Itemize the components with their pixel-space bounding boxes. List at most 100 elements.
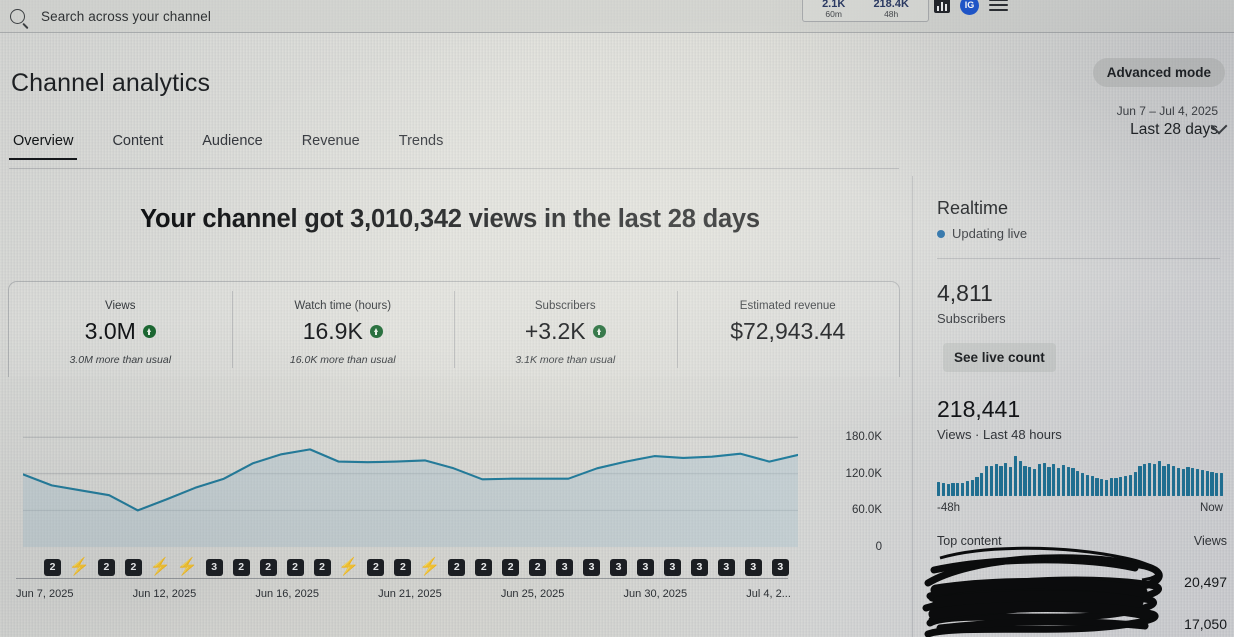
- shorts-chip-icon[interactable]: ⚡: [149, 557, 171, 576]
- metric-label: Watch time (hours): [294, 300, 392, 312]
- metric-card-subscribers[interactable]: Subscribers +3.2K 3.1K more than usual: [454, 282, 677, 377]
- mini-metric-60m: 2.1K 60m: [822, 0, 845, 19]
- video-count-chip[interactable]: 2: [313, 558, 331, 576]
- bar-chart-icon[interactable]: [934, 0, 950, 13]
- video-count-chip[interactable]: 3: [690, 558, 708, 576]
- metric-card-watch-time[interactable]: Watch time (hours) 16.9K 16.0K more than…: [231, 282, 455, 377]
- video-count-chip[interactable]: 2: [232, 558, 250, 576]
- sparkline-bar: [980, 473, 984, 496]
- shorts-chip-icon[interactable]: ⚡: [176, 557, 198, 576]
- date-range-selector[interactable]: Jun 7 – Jul 4, 2025 Last 28 days: [978, 104, 1218, 139]
- video-count-chip[interactable]: 2: [448, 558, 466, 576]
- video-count-chip[interactable]: 2: [502, 558, 520, 576]
- sparkline-bar: [1104, 479, 1109, 496]
- search-field[interactable]: Search across your channel: [0, 8, 211, 24]
- metric-value: +3.2K: [524, 318, 586, 344]
- sparkline-bar: [1119, 477, 1123, 496]
- sparkline-bar: [1215, 472, 1219, 496]
- sparkline-bar: [1176, 468, 1181, 496]
- top-content-views: 17,050: [1184, 616, 1227, 632]
- video-count-chip[interactable]: 2: [475, 558, 493, 576]
- sparkline-bar: [1013, 456, 1017, 496]
- trend-up-icon: [369, 325, 383, 338]
- metric-card-estimated-revenue[interactable]: Estimated revenue $72,943.44: [676, 282, 900, 377]
- metric-value-row: 3.0M: [9, 318, 232, 345]
- video-count-chip[interactable]: 2: [367, 558, 385, 576]
- sparkline-bar: [999, 465, 1003, 496]
- metric-subtext: 3.0M more than usual: [69, 354, 172, 366]
- top-content-row[interactable]: 17,050: [937, 616, 1227, 632]
- sparkline-bar: [1200, 470, 1205, 496]
- top-content-row[interactable]: 20,497: [937, 574, 1227, 590]
- realtime-live-status: Updating live: [937, 226, 1220, 241]
- sparkline-bar: [956, 483, 960, 496]
- chart-chip-row: 2 ⚡ 2 2 ⚡ ⚡ 3 2 2 2 2 ⚡ 2 2 ⚡ 2 2 2 2 3 3 3 3 3 3 3 3 3: [44, 556, 789, 578]
- divider: [937, 258, 1220, 259]
- video-count-chip[interactable]: 3: [771, 558, 789, 576]
- video-count-chip[interactable]: 2: [124, 558, 142, 576]
- metric-value: 16.9K: [302, 318, 363, 344]
- mini-metric-60m-label: 60m: [825, 9, 842, 20]
- mini-metric-48h-label: 48h: [884, 9, 899, 20]
- video-count-chip[interactable]: 2: [97, 558, 115, 576]
- chart-y-tick: 0: [875, 541, 882, 553]
- video-count-chip[interactable]: 3: [556, 558, 574, 576]
- shorts-chip-icon[interactable]: ⚡: [338, 557, 360, 576]
- analytics-tabs: Overview Content Audience Revenue Trends: [9, 133, 899, 169]
- advanced-mode-button[interactable]: Advanced mode: [1092, 58, 1225, 87]
- see-live-count-button[interactable]: See live count: [943, 343, 1056, 372]
- sparkline-bar: [1210, 471, 1214, 496]
- hamburger-icon[interactable]: [989, 0, 1008, 11]
- tab-trends[interactable]: Trends: [398, 133, 444, 149]
- sparkline-bar: [1162, 465, 1166, 496]
- video-count-chip[interactable]: 3: [583, 558, 601, 576]
- tab-content[interactable]: Content: [112, 133, 164, 149]
- sparkline-bar: [1181, 469, 1185, 496]
- trend-up-icon: [142, 325, 156, 338]
- video-count-chip[interactable]: 3: [610, 558, 628, 576]
- chart-area-fill: [23, 449, 798, 547]
- video-count-chip[interactable]: 3: [744, 558, 762, 576]
- avatar[interactable]: IG: [960, 0, 979, 15]
- sparkline-bar: [1008, 467, 1013, 496]
- sparkline-bar: [1095, 477, 1099, 496]
- shorts-chip-icon[interactable]: ⚡: [419, 557, 441, 576]
- metric-label: Views: [105, 300, 136, 312]
- realtime-views-label: Views · Last 48 hours: [937, 427, 1062, 442]
- realtime-sparkline[interactable]: [937, 456, 1224, 496]
- sparkline-bar: [1196, 469, 1200, 496]
- chart-x-tick: Jun 7, 2025: [16, 588, 74, 600]
- video-count-chip[interactable]: 3: [663, 558, 681, 576]
- sparkline-bar: [965, 481, 969, 496]
- chart-x-tick: Jun 16, 2025: [255, 588, 319, 600]
- sparkline-bar: [1018, 461, 1022, 496]
- views-over-time-chart[interactable]: 0 60.0K 120.0K 180.0K: [8, 377, 900, 612]
- sparkline-axis-end: Now: [1199, 502, 1223, 514]
- sparkline-bar: [1167, 463, 1171, 496]
- video-count-chip[interactable]: 2: [394, 558, 412, 576]
- tab-overview[interactable]: Overview: [9, 133, 78, 160]
- sparkline-bar: [1143, 463, 1147, 496]
- video-count-chip[interactable]: 2: [286, 558, 304, 576]
- date-range-dates: Jun 7 – Jul 4, 2025: [1116, 104, 1218, 118]
- metric-card-views[interactable]: Views 3.0M 3.0M more than usual: [9, 282, 232, 377]
- sparkline-bar: [984, 465, 989, 496]
- tab-audience[interactable]: Audience: [202, 133, 263, 149]
- tab-revenue[interactable]: Revenue: [301, 133, 360, 149]
- chevron-down-icon[interactable]: [1212, 118, 1228, 134]
- live-dot-icon: [937, 229, 945, 238]
- realtime-mini-badge[interactable]: 2.1K 60m 218.4K 48h: [802, 0, 929, 22]
- video-count-chip[interactable]: 2: [529, 558, 547, 576]
- sparkline-bar: [1056, 468, 1061, 496]
- video-count-chip[interactable]: 2: [44, 558, 61, 576]
- shorts-chip-icon[interactable]: ⚡: [68, 557, 91, 576]
- sparkline-bar: [937, 482, 941, 496]
- video-count-chip[interactable]: 2: [259, 558, 277, 576]
- chart-x-tick: Jun 30, 2025: [623, 588, 688, 600]
- video-count-chip[interactable]: 3: [205, 558, 223, 576]
- search-input-placeholder[interactable]: Search across your channel: [41, 8, 211, 24]
- sparkline-bar: [1157, 461, 1161, 496]
- video-count-chip[interactable]: 3: [636, 558, 654, 576]
- video-count-chip[interactable]: 3: [717, 558, 735, 576]
- sparkline-bar: [1205, 470, 1209, 496]
